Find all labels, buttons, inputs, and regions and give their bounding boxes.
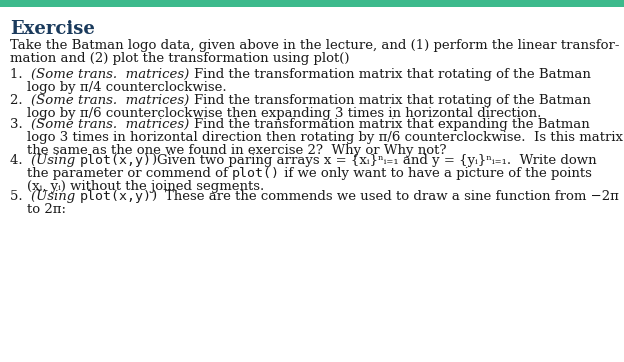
Text: Find the transformation matrix that rotating of the Batman: Find the transformation matrix that rota…: [193, 94, 590, 107]
Text: ): ): [152, 190, 165, 203]
Text: to 2π:: to 2π:: [10, 203, 66, 216]
Text: (Using: (Using: [31, 154, 80, 167]
Text: logo by π/4 counterclockwise.: logo by π/4 counterclockwise.: [10, 81, 227, 94]
Text: if we only want to have a picture of the points: if we only want to have a picture of the…: [280, 167, 592, 180]
Text: 2.: 2.: [10, 94, 31, 107]
Text: 4.: 4.: [10, 154, 31, 167]
Text: logo by π/6 counterclockwise then expanding 3 times in horizontal direction.: logo by π/6 counterclockwise then expand…: [10, 107, 542, 120]
Text: (Some trans.  matrices): (Some trans. matrices): [31, 68, 193, 81]
Text: logo 3 times in horizontal direction then rotating by π/6 counterclockwise.  Is : logo 3 times in horizontal direction the…: [10, 131, 623, 144]
Text: the same as the one we found in exercise 2?  Why or Why not?: the same as the one we found in exercise…: [10, 144, 447, 157]
Text: Find the transformation matrix that rotating of the Batman: Find the transformation matrix that rota…: [193, 68, 590, 81]
Text: plot(x,y): plot(x,y): [80, 154, 152, 167]
Text: 3.: 3.: [10, 118, 31, 131]
Text: plot(): plot(): [232, 167, 280, 180]
Text: plot(x,y): plot(x,y): [80, 190, 152, 203]
Text: 5.: 5.: [10, 190, 31, 203]
Text: Given two paring arrays x = {xᵢ}ⁿᵢ₌₁ and y = {yᵢ}ⁿᵢ₌₁.  Write down: Given two paring arrays x = {xᵢ}ⁿᵢ₌₁ and…: [157, 154, 597, 167]
Text: These are the commends we used to draw a sine function from −2π: These are the commends we used to draw a…: [165, 190, 619, 203]
Text: 1.: 1.: [10, 68, 31, 81]
Text: (xᵢ, yᵢ) without the joined segments.: (xᵢ, yᵢ) without the joined segments.: [10, 180, 264, 193]
Text: Find the transformation matrix that expanding the Batman: Find the transformation matrix that expa…: [193, 118, 590, 131]
Bar: [0, 0, 624, 7]
Text: mation and (2) plot the transformation using plot(): mation and (2) plot the transformation u…: [10, 52, 349, 65]
Text: ): ): [152, 154, 157, 167]
Text: (Some trans.  matrices): (Some trans. matrices): [31, 94, 193, 107]
Text: Exercise: Exercise: [10, 20, 95, 38]
Text: Take the Batman logo data, given above in the lecture, and (1) perform the linea: Take the Batman logo data, given above i…: [10, 39, 620, 52]
Text: (Some trans.  matrices): (Some trans. matrices): [31, 118, 193, 131]
Text: (Using: (Using: [31, 190, 80, 203]
Text: the parameter or commend of: the parameter or commend of: [10, 167, 232, 180]
